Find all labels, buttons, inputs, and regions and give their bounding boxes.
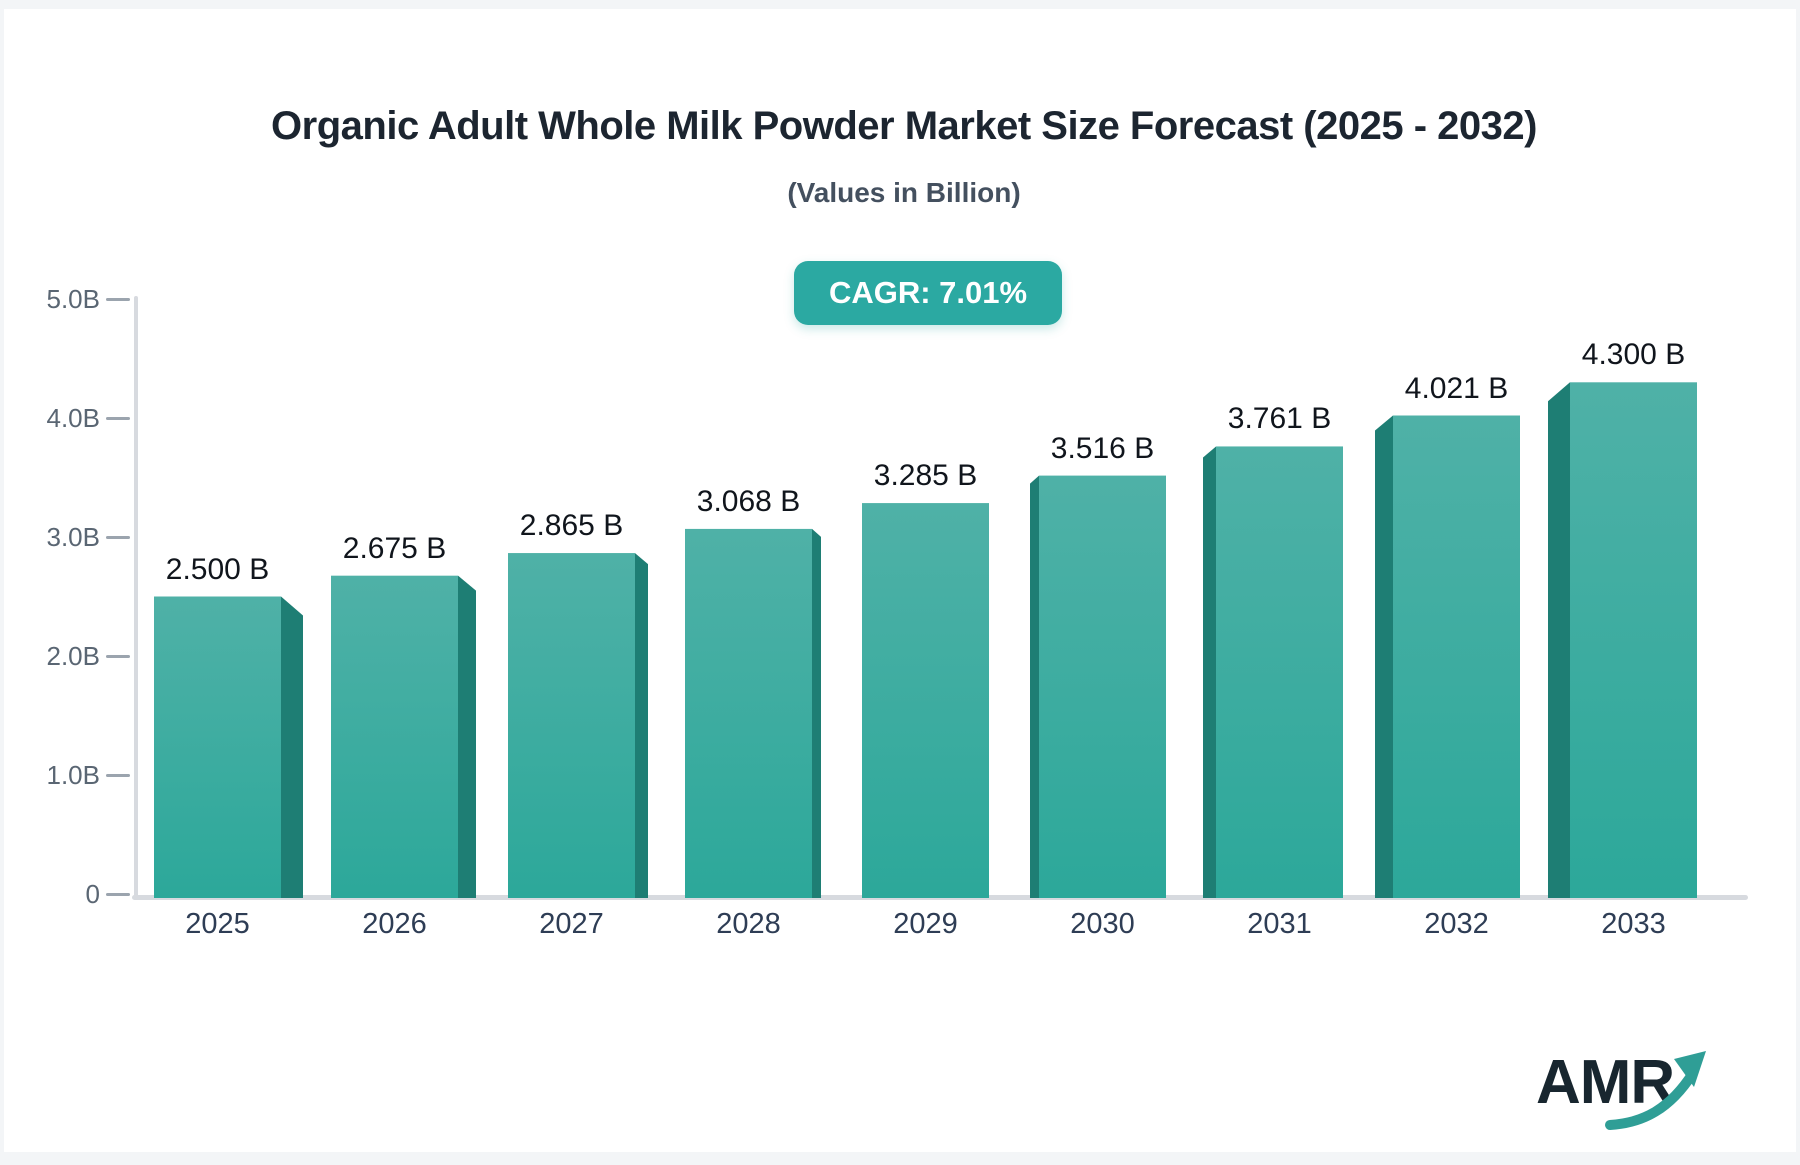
x-axis-label: 2032 — [1424, 908, 1489, 940]
bar-value-label: 3.516 B — [1050, 431, 1155, 465]
bar — [508, 553, 635, 898]
bar — [1216, 446, 1343, 898]
bar — [1039, 475, 1166, 898]
y-tick-label: 3.0B — [46, 522, 101, 552]
amr-logo: AMR — [1536, 1039, 1736, 1139]
bar-side-face — [1030, 475, 1039, 898]
y-tick-label: 1.0B — [46, 760, 101, 790]
bar-value-label: 2.865 B — [519, 509, 624, 543]
x-axis-label: 2031 — [1247, 908, 1312, 940]
bar-value-label: 3.285 B — [873, 459, 978, 493]
bar-side-face — [1375, 415, 1393, 898]
y-tick-mark — [106, 654, 130, 658]
x-axis-label: 2033 — [1601, 908, 1666, 940]
chart-subtitle: (Values in Billion) — [787, 177, 1021, 208]
growth-arrow-icon — [1605, 1051, 1706, 1130]
x-axis-label: 2029 — [893, 908, 958, 940]
amr-logo-text: AMR — [1536, 1048, 1675, 1117]
bar-side-face — [812, 528, 821, 898]
bar-side-face — [635, 553, 648, 898]
x-axis-label: 2027 — [539, 908, 604, 940]
x-axis-label: 2030 — [1070, 908, 1135, 940]
y-axis-line — [134, 296, 138, 900]
x-axis-label: 2026 — [362, 908, 427, 940]
x-axis-label: 2025 — [185, 908, 250, 940]
y-tick-mark — [106, 297, 130, 301]
bar-value-label: 3.761 B — [1227, 402, 1332, 436]
y-tick-mark — [106, 892, 130, 896]
y-tick-label: 0 — [85, 879, 100, 909]
bar-side-face — [281, 596, 303, 898]
bar — [862, 503, 989, 898]
bar-side-face — [1203, 446, 1216, 898]
y-tick-mark — [106, 773, 130, 777]
bar — [1570, 382, 1697, 898]
x-axis-label: 2028 — [716, 908, 781, 940]
y-tick-mark — [106, 416, 130, 420]
bar-value-label: 2.675 B — [342, 531, 447, 565]
bar — [685, 528, 812, 898]
chart-title: Organic Adult Whole Milk Powder Market S… — [271, 104, 1537, 148]
chart-card: Organic Adult Whole Milk Powder Market S… — [4, 9, 1796, 1152]
bar-value-label: 4.300 B — [1581, 338, 1686, 372]
bar-value-label: 4.021 B — [1404, 371, 1509, 405]
bar — [1393, 415, 1520, 898]
bar — [154, 596, 281, 898]
y-tick-label: 5.0B — [46, 284, 101, 314]
bar-series — [154, 382, 1697, 898]
bar-value-label: 3.068 B — [696, 484, 801, 518]
bar-value-label: 2.500 B — [165, 552, 270, 586]
bar-side-face — [458, 575, 476, 898]
bar-side-face — [1548, 382, 1570, 898]
y-tick-label: 4.0B — [46, 403, 101, 433]
y-tick-mark — [106, 535, 130, 539]
y-tick-label: 2.0B — [46, 641, 101, 671]
cagr-badge: CAGR: 7.01% — [794, 261, 1062, 325]
bar — [331, 575, 458, 898]
